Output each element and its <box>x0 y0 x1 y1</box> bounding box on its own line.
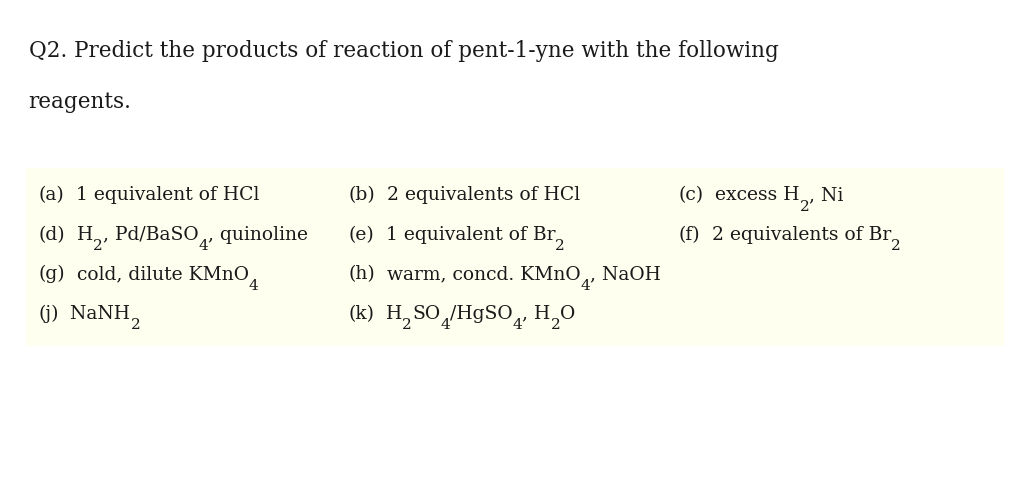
Text: , quinoline: , quinoline <box>208 226 308 244</box>
Text: , H: , H <box>522 305 551 323</box>
Text: cold, dilute KMnO: cold, dilute KMnO <box>65 265 249 283</box>
Text: 2: 2 <box>551 319 560 332</box>
Text: , Ni: , Ni <box>809 186 844 204</box>
Text: 2: 2 <box>93 240 102 253</box>
Text: /HgSO: /HgSO <box>450 305 512 323</box>
Text: (h): (h) <box>348 265 375 283</box>
Text: 1 equivalent of Br: 1 equivalent of Br <box>374 226 555 244</box>
Text: 4: 4 <box>440 319 450 332</box>
Text: 2: 2 <box>555 240 565 253</box>
Text: 2: 2 <box>891 240 901 253</box>
Text: (d): (d) <box>38 226 65 244</box>
Text: 4: 4 <box>249 279 258 293</box>
Text: (f): (f) <box>678 226 699 244</box>
Text: (c): (c) <box>678 186 703 204</box>
Text: (b): (b) <box>348 186 375 204</box>
Text: excess H: excess H <box>703 186 800 204</box>
Text: 2 equivalents of Br: 2 equivalents of Br <box>699 226 891 244</box>
Text: (e): (e) <box>348 226 374 244</box>
Text: , Pd/BaSO: , Pd/BaSO <box>102 226 199 244</box>
Text: SO: SO <box>412 305 440 323</box>
Text: 4: 4 <box>199 240 208 253</box>
Text: H: H <box>374 305 402 323</box>
Text: (k): (k) <box>348 305 374 323</box>
Text: H: H <box>65 226 93 244</box>
Text: 2: 2 <box>402 319 412 332</box>
Text: 2: 2 <box>800 200 809 214</box>
Text: 4: 4 <box>512 319 522 332</box>
Text: reagents.: reagents. <box>29 91 131 114</box>
Text: 4: 4 <box>581 279 590 293</box>
Text: warm, concd. KMnO: warm, concd. KMnO <box>375 265 581 283</box>
Text: 1 equivalent of HCl: 1 equivalent of HCl <box>63 186 259 204</box>
Text: (g): (g) <box>38 265 65 283</box>
Text: (a): (a) <box>38 186 63 204</box>
Text: NaNH: NaNH <box>58 305 130 323</box>
Text: 2 equivalents of HCl: 2 equivalents of HCl <box>375 186 580 204</box>
Text: , NaOH: , NaOH <box>590 265 662 283</box>
Text: Q2. Predict the products of reaction of pent-1-yne with the following: Q2. Predict the products of reaction of … <box>29 40 778 62</box>
Text: 2: 2 <box>130 319 140 332</box>
Text: O: O <box>560 305 575 323</box>
Text: (j): (j) <box>38 304 58 323</box>
